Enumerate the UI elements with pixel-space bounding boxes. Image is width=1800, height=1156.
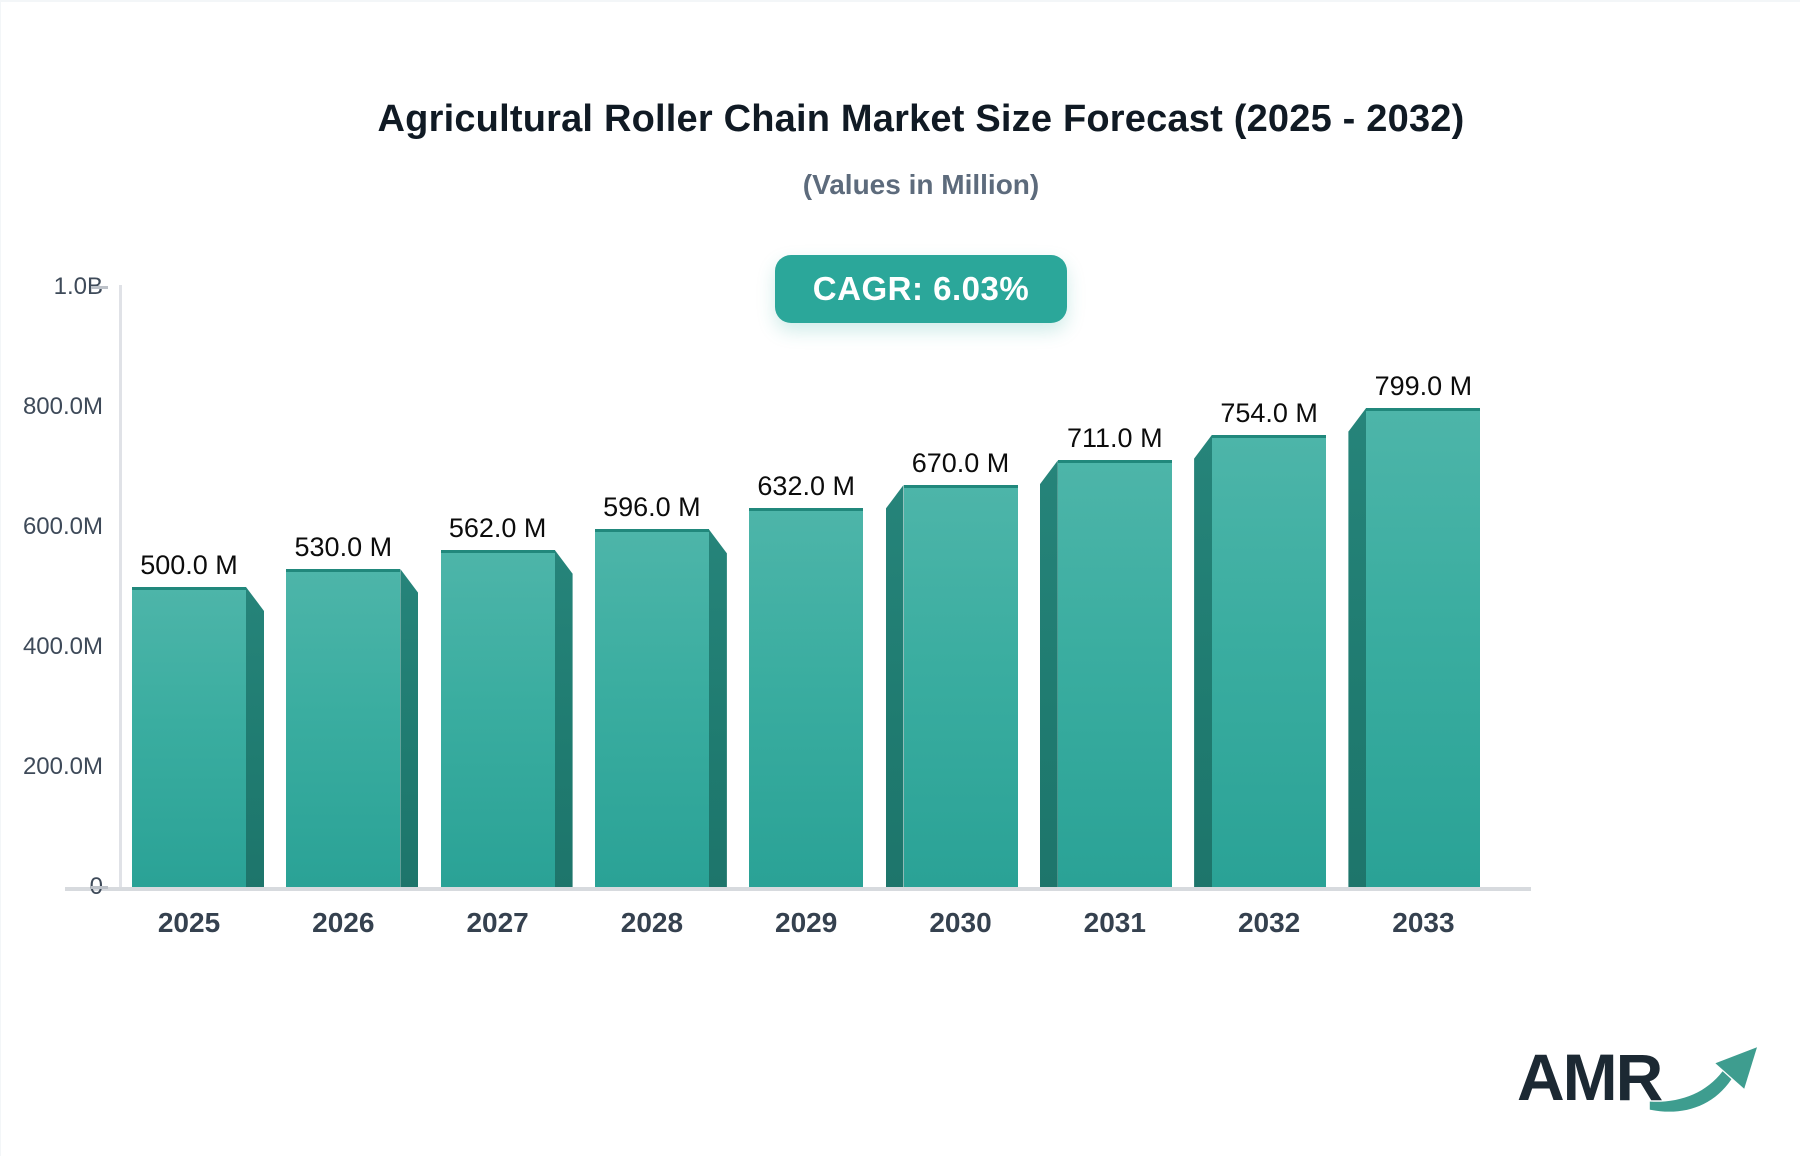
chart-subtitle: (Values in Million) [802,169,1040,200]
x-axis-label-2028: 2028 [620,907,684,938]
bar-value-label-2028: 596.0 M [603,492,701,523]
bar-value-label-2032: 754.0 M [1220,397,1318,428]
bar-2029[interactable] [749,507,864,887]
bar-value-label-2033: 799.0 M [1374,370,1473,401]
y-axis-tick-label-200.0M: 200.0M [22,753,103,780]
cagr-badge-row: CAGR: 6.03% [41,255,1800,323]
y-axis-line [119,285,122,889]
bar-2033[interactable] [1366,407,1481,887]
trend-up-arrow-icon [1650,1046,1758,1112]
bar-2026[interactable] [286,569,401,887]
bar-side-face-2026 [400,569,419,887]
y-axis-tick-mark [91,286,108,289]
bar-side-face-2033 [1348,407,1367,887]
bar-2031[interactable] [1057,460,1172,887]
y-axis-tick-label-0: 0 [3,873,103,901]
bar-value-label-2030: 670.0 M [911,448,1010,478]
y-axis-tick-label-1.0B: 1.0B [53,273,103,300]
bar-2032[interactable] [1212,434,1327,887]
bar-value-label-2027: 562.0 M [448,512,547,543]
amr-logo: AMR [1517,1024,1777,1129]
bar-2027[interactable] [440,549,555,887]
chart-header: Agricultural Roller Chain Market Size Fo… [41,98,1800,201]
bar-side-face-2028 [708,529,727,887]
x-axis-label-2032: 2032 [1237,907,1301,938]
x-axis-label-2031: 2031 [1083,907,1146,938]
bar-value-label-2029: 632.0 M [757,470,855,501]
bar-side-face-2032 [1194,434,1213,887]
bar-2028[interactable] [594,529,709,887]
bar-value-label-2026: 530.0 M [294,532,393,562]
x-axis-label-2033: 2033 [1392,907,1455,938]
bar-side-face-2025 [246,587,264,887]
bar-side-face-2031 [1039,460,1058,887]
chart-title: Agricultural Roller Chain Market Size Fo… [377,98,1465,140]
x-axis-label-2025: 2025 [157,907,221,938]
bar-2025[interactable] [132,587,246,887]
amr-logo-text: AMR [1517,1039,1663,1114]
x-axis-label-2030: 2030 [929,907,992,938]
x-axis-label-2026: 2026 [312,907,375,938]
bar-2030[interactable] [903,485,1018,887]
x-axis-label-2027: 2027 [466,907,529,938]
x-axis-baseline [65,887,1531,891]
y-axis-tick-mark [91,886,108,889]
x-axis-label-2029: 2029 [775,907,838,938]
y-axis-tick-label-400.0M: 400.0M [22,633,103,660]
bar-side-face-2027 [554,549,573,887]
cagr-badge: CAGR: 6.03% [774,255,1068,323]
bar-value-label-2031: 711.0 M [1067,423,1163,454]
y-axis-tick-label-600.0M: 600.0M [22,513,103,540]
y-axis-tick-label-800.0M: 800.0M [22,393,103,420]
bar-value-label-2025: 500.0 M [140,550,238,580]
bar-side-face-2030 [885,485,904,887]
